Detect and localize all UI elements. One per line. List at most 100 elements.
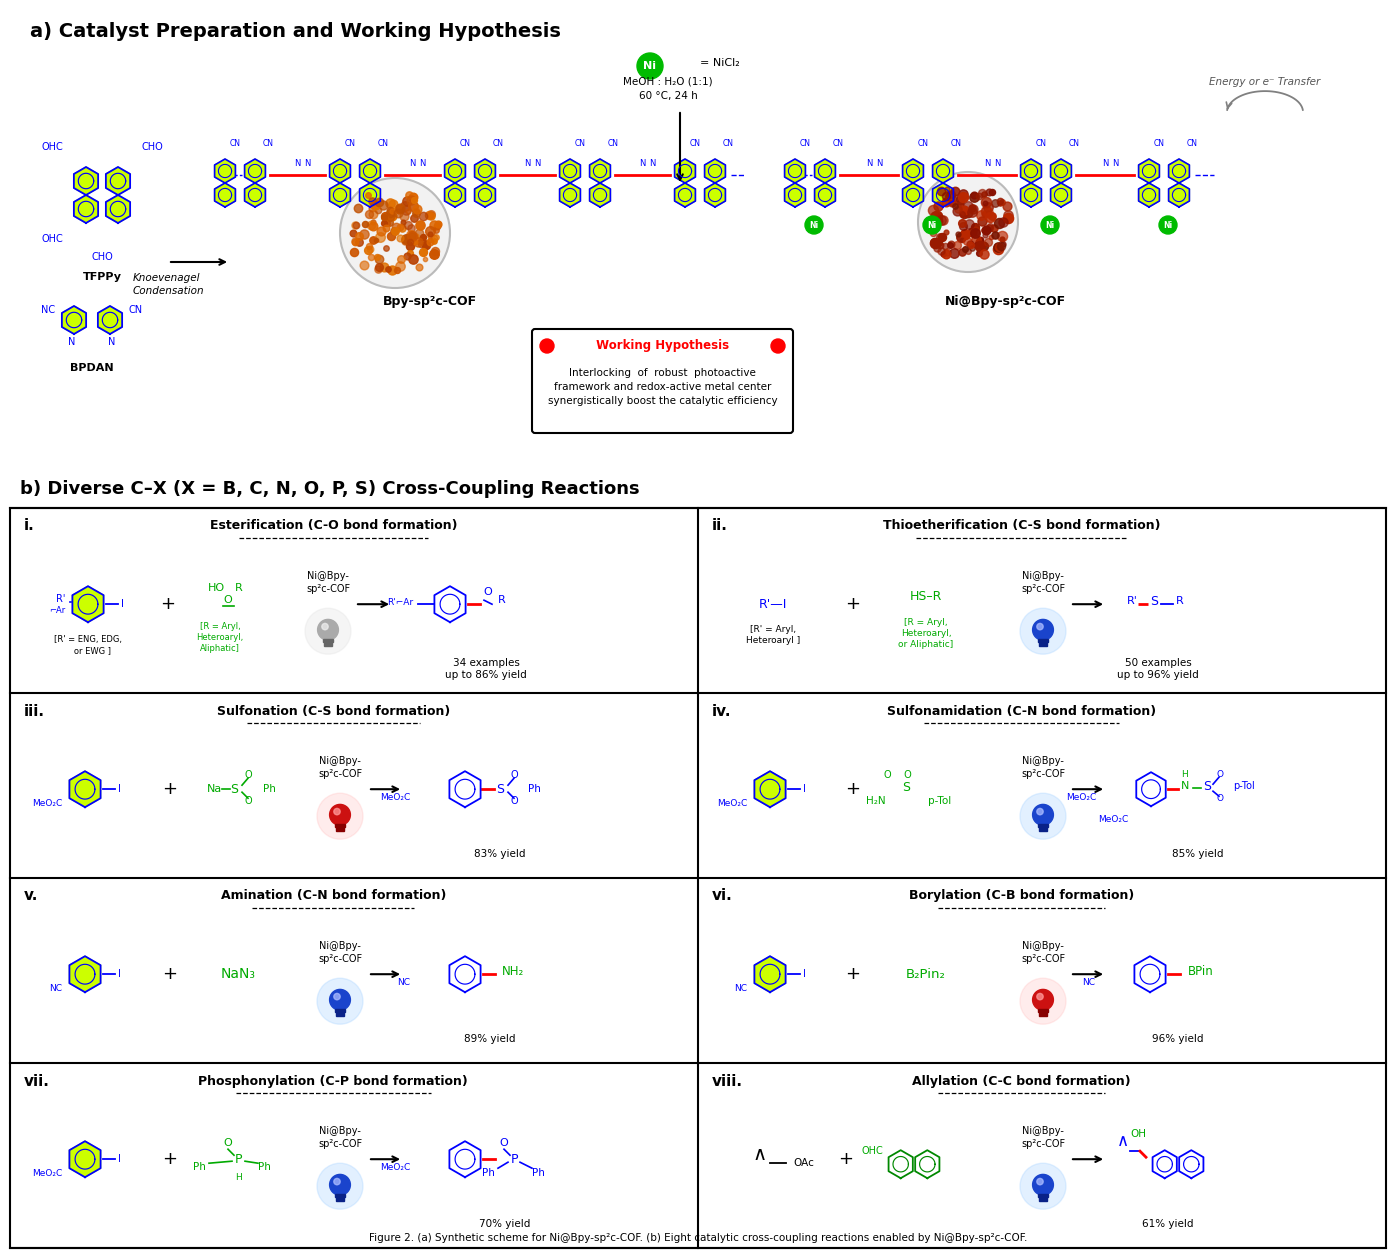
Text: N: N — [866, 158, 872, 168]
Point — [394, 232, 416, 252]
Text: N: N — [1111, 158, 1118, 168]
Point — [405, 227, 427, 247]
Text: CN: CN — [800, 138, 811, 148]
Circle shape — [322, 623, 328, 630]
Point — [394, 206, 416, 226]
Point — [419, 232, 441, 252]
Point — [380, 193, 402, 213]
Text: iv.: iv. — [712, 703, 732, 719]
Point — [980, 227, 1002, 247]
Point — [416, 232, 438, 252]
Text: BPin: BPin — [1188, 964, 1213, 978]
Text: Heteroaryl ]: Heteroaryl ] — [745, 636, 800, 645]
Text: BPDAN: BPDAN — [70, 362, 114, 372]
Point — [415, 234, 437, 255]
Text: 70% yield: 70% yield — [479, 1219, 530, 1229]
Text: p-Tol: p-Tol — [928, 796, 951, 806]
Point — [942, 192, 965, 212]
Polygon shape — [903, 183, 923, 207]
Point — [962, 198, 984, 218]
Point — [963, 223, 986, 243]
Polygon shape — [1039, 642, 1047, 646]
Point — [963, 186, 986, 206]
Point — [367, 199, 389, 219]
Point — [973, 243, 995, 263]
Circle shape — [1020, 978, 1067, 1025]
Point — [378, 203, 401, 223]
Point — [960, 238, 983, 258]
Point — [371, 194, 394, 214]
Text: CN: CN — [1036, 138, 1047, 148]
Polygon shape — [360, 159, 380, 183]
Circle shape — [341, 178, 450, 288]
Point — [960, 202, 983, 222]
Polygon shape — [754, 957, 786, 992]
Point — [342, 222, 364, 242]
Text: Ni@Bpy-
sp²c-COF: Ni@Bpy- sp²c-COF — [1020, 756, 1065, 779]
Polygon shape — [360, 183, 380, 207]
Text: N: N — [293, 158, 300, 168]
Text: 89% yield: 89% yield — [465, 1035, 515, 1043]
Text: S: S — [902, 781, 910, 794]
Text: NC: NC — [1082, 978, 1094, 987]
Polygon shape — [1139, 183, 1160, 207]
Text: OHC: OHC — [861, 1146, 884, 1156]
Point — [934, 222, 956, 242]
Text: Ni@Bpy-
sp²c-COF: Ni@Bpy- sp²c-COF — [318, 1126, 362, 1149]
Point — [921, 201, 944, 221]
Text: N: N — [994, 158, 1000, 168]
Point — [357, 204, 380, 224]
Text: Ph: Ph — [482, 1169, 496, 1179]
Text: v.: v. — [24, 889, 38, 903]
Point — [962, 199, 984, 219]
Point — [406, 232, 429, 252]
Point — [424, 241, 447, 261]
Text: Ni@Bpy-
sp²c-COF: Ni@Bpy- sp²c-COF — [306, 571, 350, 594]
Text: CN: CN — [1153, 138, 1164, 148]
Polygon shape — [475, 183, 496, 207]
Circle shape — [318, 619, 338, 641]
Point — [401, 218, 423, 238]
Point — [362, 212, 384, 232]
Text: S: S — [1203, 780, 1210, 793]
Text: O: O — [510, 770, 518, 780]
Point — [369, 192, 391, 212]
Text: I: I — [117, 784, 120, 794]
Text: MeO₂C: MeO₂C — [1065, 793, 1096, 801]
Point — [934, 186, 956, 206]
Text: NC: NC — [396, 978, 410, 987]
Text: [R' = ENG, EDG,: [R' = ENG, EDG, — [54, 635, 121, 643]
Point — [423, 216, 445, 236]
Point — [402, 250, 424, 270]
Polygon shape — [1039, 1194, 1048, 1198]
Point — [927, 196, 949, 216]
Point — [370, 221, 392, 241]
Point — [357, 240, 380, 260]
Point — [928, 233, 951, 253]
Text: b) Diverse C–X (X = B, C, N, O, P, S) Cross-Coupling Reactions: b) Diverse C–X (X = B, C, N, O, P, S) Cr… — [20, 480, 639, 498]
Point — [367, 260, 389, 280]
Text: +: + — [162, 780, 177, 799]
Circle shape — [919, 172, 1018, 272]
Point — [977, 202, 1000, 222]
Point — [988, 213, 1011, 233]
Point — [977, 232, 1000, 252]
Polygon shape — [1020, 183, 1041, 207]
Point — [946, 199, 969, 219]
Point — [392, 212, 415, 232]
Point — [401, 226, 423, 246]
Point — [966, 234, 988, 255]
Point — [412, 207, 434, 227]
Polygon shape — [754, 771, 786, 808]
Polygon shape — [106, 167, 130, 196]
Circle shape — [329, 1175, 350, 1195]
Text: CN: CN — [723, 138, 733, 148]
Point — [396, 246, 419, 266]
Point — [935, 179, 958, 199]
Text: [R' = Aryl,: [R' = Aryl, — [750, 624, 796, 633]
Point — [928, 227, 951, 247]
Point — [979, 207, 1001, 227]
Text: MeO₂C: MeO₂C — [380, 793, 410, 801]
Text: Knoevenagel: Knoevenagel — [133, 273, 201, 283]
Text: 60 °C, 24 h: 60 °C, 24 h — [638, 92, 698, 102]
